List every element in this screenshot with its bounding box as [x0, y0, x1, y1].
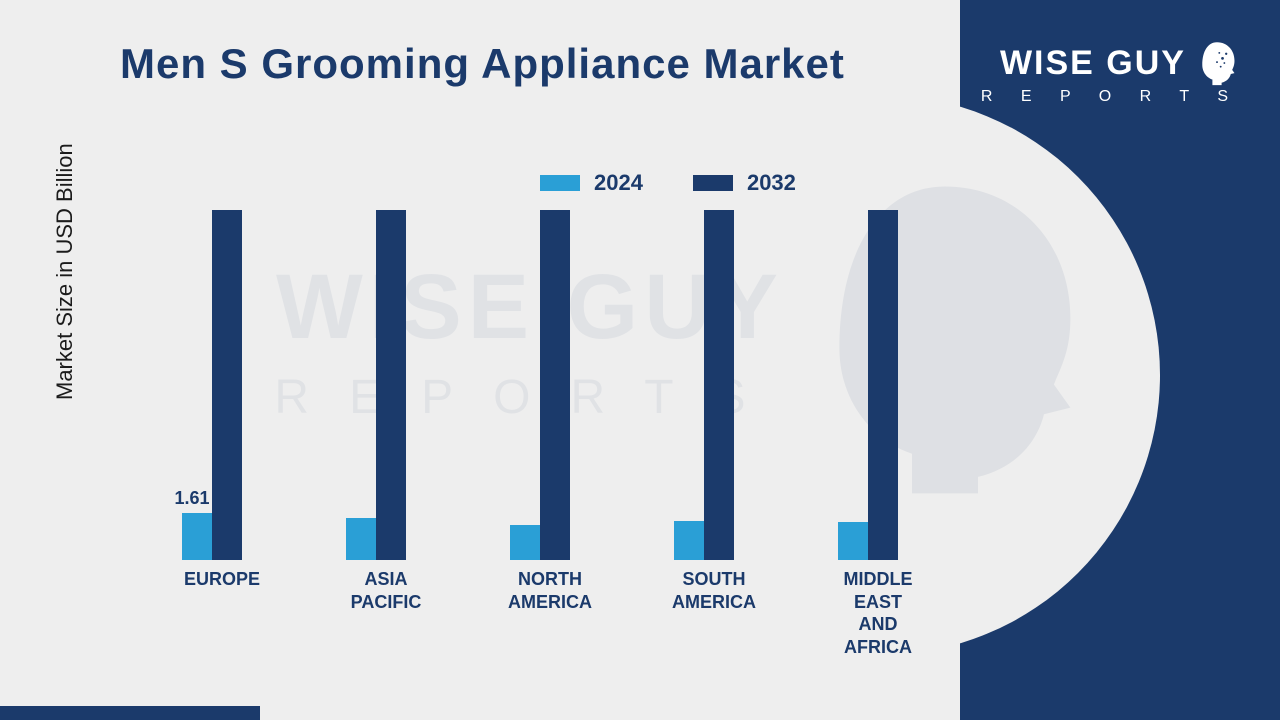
legend-label-2024: 2024 — [594, 170, 643, 196]
bar-group-wrap — [632, 210, 796, 560]
bar-2032 — [376, 210, 406, 560]
legend-swatch-2024 — [540, 175, 580, 191]
bar-data-label: 1.61 — [162, 488, 222, 509]
bar-chart-plot: 1.61EUROPEASIAPACIFICNORTHAMERICASOUTHAM… — [140, 210, 960, 560]
bar-group: ASIAPACIFIC — [304, 210, 468, 560]
bar-2032 — [868, 210, 898, 560]
bar-group: SOUTHAMERICA — [632, 210, 796, 560]
legend-item-2032: 2032 — [693, 170, 796, 196]
brand-logo: WISE GUY R E P O R T S — [981, 40, 1240, 106]
bar-group-wrap — [304, 210, 468, 560]
bar-2032 — [540, 210, 570, 560]
category-label: MIDDLEEASTANDAFRICA — [796, 568, 960, 658]
legend: 2024 2032 — [540, 170, 796, 196]
legend-item-2024: 2024 — [540, 170, 643, 196]
head-icon — [1194, 40, 1240, 86]
category-label: SOUTHAMERICA — [632, 568, 796, 613]
bar-group: 1.61EUROPE — [140, 210, 304, 560]
category-label: ASIAPACIFIC — [304, 568, 468, 613]
infographic-stage: Men S Grooming Appliance Market WISE GUY… — [0, 0, 1280, 720]
logo-text-2: R E P O R T S — [981, 88, 1240, 106]
bottom-accent-bar — [0, 706, 260, 720]
bar-2024 — [510, 525, 540, 560]
bar-2024 — [182, 513, 212, 560]
logo-text-1: WISE GUY — [1000, 44, 1186, 83]
bar-2024 — [346, 518, 376, 560]
bar-group: NORTHAMERICA — [468, 210, 632, 560]
bar-group-wrap: 1.61 — [140, 210, 304, 560]
bar-2024 — [674, 521, 704, 560]
bar-group: MIDDLEEASTANDAFRICA — [796, 210, 960, 560]
legend-swatch-2032 — [693, 175, 733, 191]
category-label: EUROPE — [140, 568, 304, 591]
category-label: NORTHAMERICA — [468, 568, 632, 613]
bar-group-wrap — [796, 210, 960, 560]
bar-2024 — [838, 522, 868, 560]
bar-group-wrap — [468, 210, 632, 560]
legend-label-2032: 2032 — [747, 170, 796, 196]
bar-2032 — [704, 210, 734, 560]
y-axis-label: Market Size in USD Billion — [52, 143, 78, 400]
chart-title: Men S Grooming Appliance Market — [120, 40, 845, 88]
